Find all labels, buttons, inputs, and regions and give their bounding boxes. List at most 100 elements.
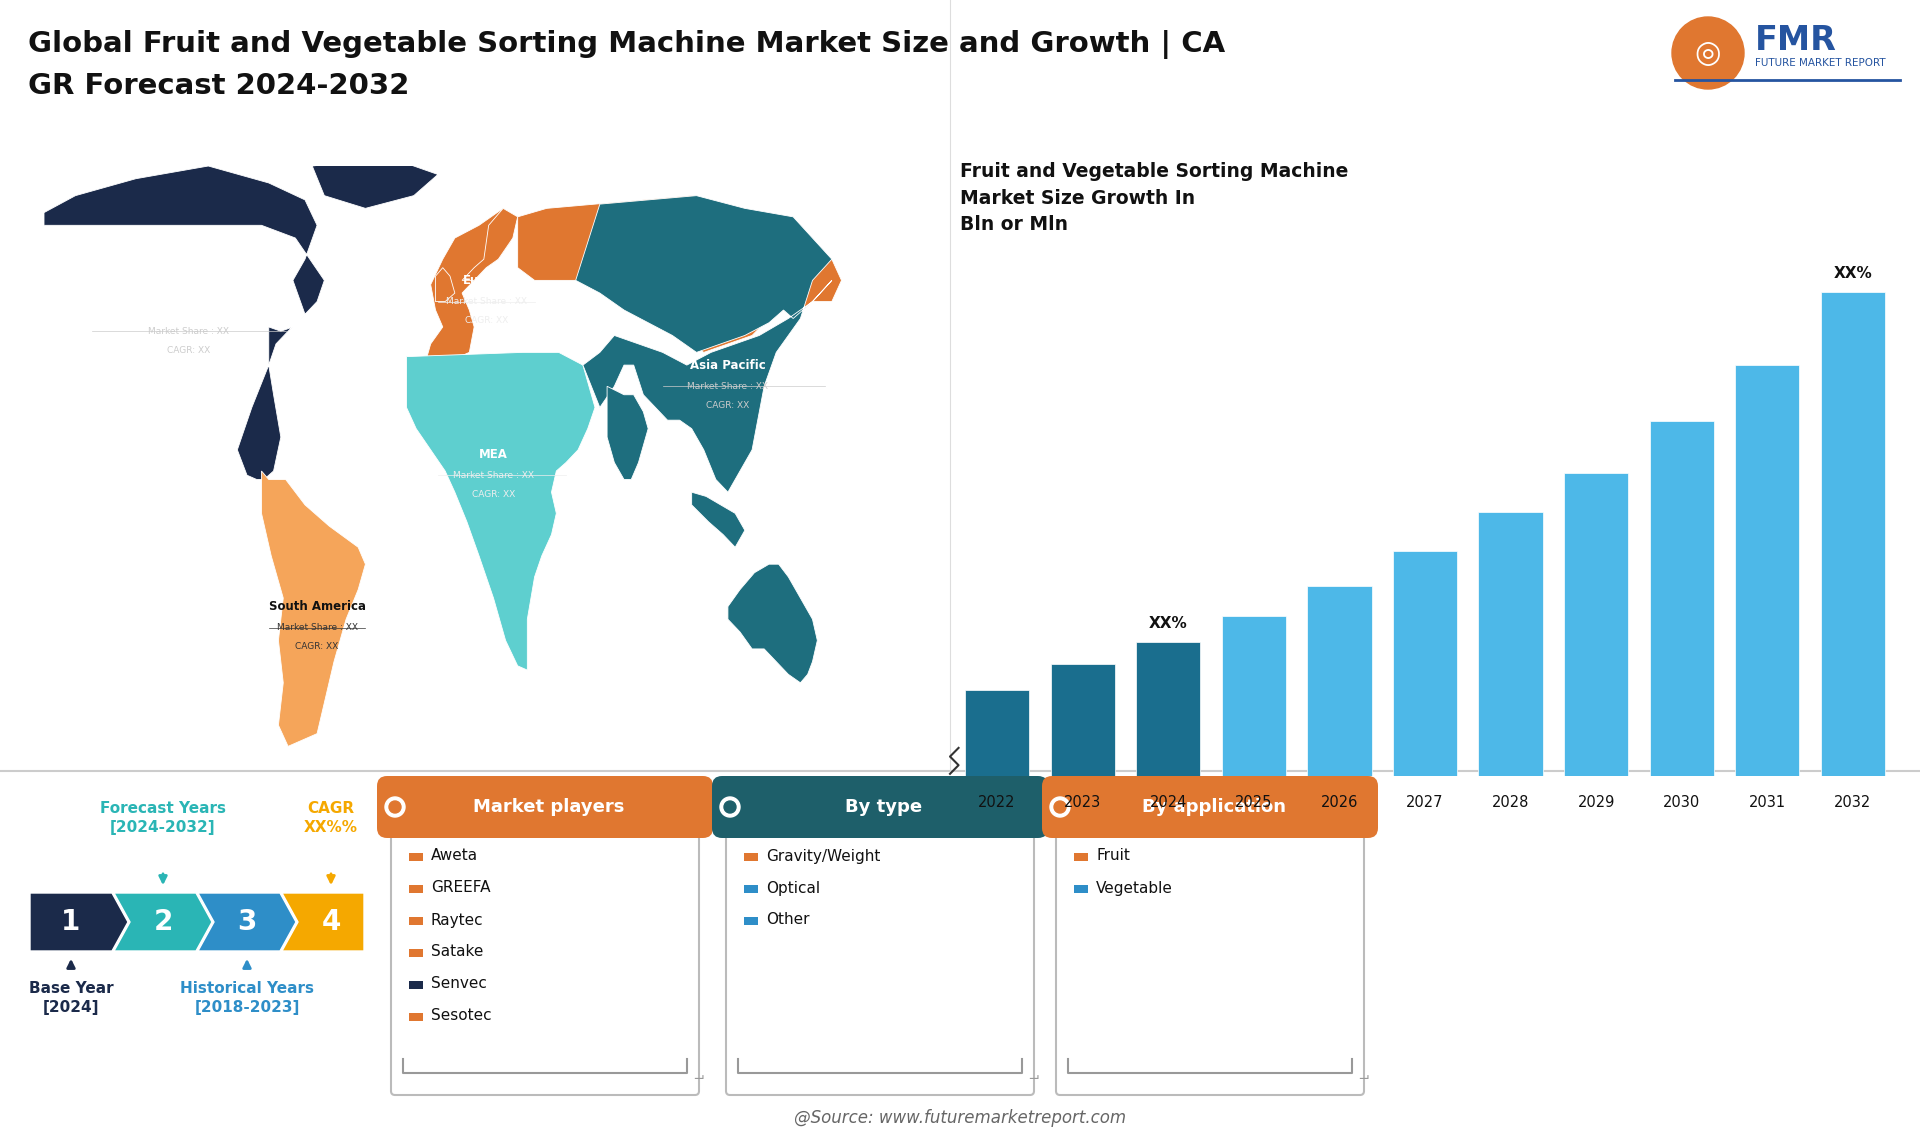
Polygon shape	[44, 166, 324, 479]
Text: Gravity/Weight: Gravity/Weight	[766, 848, 881, 863]
FancyBboxPatch shape	[712, 776, 1048, 838]
Text: Satake: Satake	[430, 944, 484, 959]
Text: GR Forecast 2024-2032: GR Forecast 2024-2032	[29, 72, 409, 100]
FancyBboxPatch shape	[726, 782, 1035, 1094]
Text: CAGR: XX: CAGR: XX	[167, 346, 211, 355]
Text: 2032: 2032	[1834, 795, 1872, 810]
Circle shape	[1672, 17, 1743, 89]
Circle shape	[386, 796, 405, 817]
Text: CAGR
XX%%: CAGR XX%%	[303, 801, 357, 835]
Text: Global Fruit and Vegetable Sorting Machine Market Size and Growth | CA: Global Fruit and Vegetable Sorting Machi…	[29, 30, 1225, 58]
Text: By application: By application	[1142, 798, 1286, 816]
FancyBboxPatch shape	[1073, 853, 1089, 861]
Text: 2022: 2022	[979, 795, 1016, 810]
Text: Fruit and Vegetable Sorting Machine
Market Size Growth In
Bln or Mln: Fruit and Vegetable Sorting Machine Mark…	[960, 163, 1348, 234]
Text: Senvec: Senvec	[430, 976, 488, 991]
Polygon shape	[426, 209, 518, 361]
Polygon shape	[261, 471, 365, 746]
Bar	[966, 690, 1029, 776]
Bar	[1137, 642, 1200, 776]
Polygon shape	[728, 564, 818, 683]
Bar	[1736, 366, 1799, 776]
Bar	[1478, 512, 1542, 776]
Text: 1: 1	[61, 908, 81, 936]
Text: Other: Other	[766, 912, 810, 927]
Text: 2030: 2030	[1663, 795, 1701, 810]
Polygon shape	[198, 893, 296, 951]
Text: FUTURE MARKET REPORT: FUTURE MARKET REPORT	[1755, 58, 1885, 68]
Text: 3: 3	[238, 908, 257, 936]
Text: ◎: ◎	[1695, 39, 1722, 68]
Text: Optical: Optical	[766, 880, 820, 895]
Circle shape	[720, 796, 739, 817]
Polygon shape	[313, 157, 438, 209]
Text: @Source: www.futuremarketreport.com: @Source: www.futuremarketreport.com	[795, 1109, 1125, 1127]
Text: Market Share : XX: Market Share : XX	[445, 297, 526, 306]
FancyBboxPatch shape	[409, 1013, 422, 1021]
Text: CAGR: XX: CAGR: XX	[472, 489, 515, 499]
FancyBboxPatch shape	[745, 917, 758, 925]
Polygon shape	[407, 352, 595, 670]
Text: 2: 2	[154, 908, 173, 936]
Text: XX%: XX%	[1834, 266, 1872, 281]
Polygon shape	[282, 893, 365, 951]
Text: ⌐: ⌐	[691, 1069, 703, 1083]
Text: Raytec: Raytec	[430, 912, 484, 927]
Text: Market Share : XX: Market Share : XX	[276, 623, 357, 633]
Text: CAGR: XX: CAGR: XX	[707, 401, 749, 410]
Text: 2029: 2029	[1578, 795, 1615, 810]
Bar	[1221, 617, 1286, 776]
Text: 4: 4	[321, 908, 340, 936]
FancyBboxPatch shape	[1056, 782, 1363, 1094]
Bar	[1308, 586, 1371, 776]
Text: Market Share : XX: Market Share : XX	[687, 382, 768, 391]
Circle shape	[390, 801, 401, 813]
FancyBboxPatch shape	[745, 853, 758, 861]
Text: Fruit: Fruit	[1096, 848, 1129, 863]
Bar	[1050, 664, 1116, 776]
Text: 2024: 2024	[1150, 795, 1187, 810]
Text: North America: North America	[140, 304, 236, 316]
FancyBboxPatch shape	[376, 776, 712, 838]
Text: GREEFA: GREEFA	[430, 880, 490, 895]
Text: Market Share : XX: Market Share : XX	[148, 327, 230, 336]
Polygon shape	[607, 386, 649, 479]
FancyBboxPatch shape	[392, 782, 699, 1094]
Bar	[1565, 473, 1628, 776]
Text: Aweta: Aweta	[430, 848, 478, 863]
Text: ⌐: ⌐	[1356, 1069, 1367, 1083]
Text: Forecast Years
[2024-2032]: Forecast Years [2024-2032]	[100, 801, 227, 835]
Text: 2025: 2025	[1235, 795, 1273, 810]
Text: 2023: 2023	[1064, 795, 1102, 810]
Text: Sesotec: Sesotec	[430, 1008, 492, 1023]
FancyBboxPatch shape	[409, 949, 422, 957]
Text: Asia Pacific: Asia Pacific	[689, 359, 766, 371]
Polygon shape	[113, 893, 211, 951]
Polygon shape	[436, 268, 455, 301]
Text: XX%: XX%	[1148, 617, 1188, 631]
Polygon shape	[518, 196, 841, 352]
Text: CAGR: XX: CAGR: XX	[296, 642, 338, 651]
Text: ⌐: ⌐	[1025, 1069, 1037, 1083]
Text: Europe: Europe	[463, 274, 509, 286]
Text: FMR: FMR	[1755, 24, 1837, 56]
Circle shape	[1054, 801, 1066, 813]
Circle shape	[1050, 796, 1069, 817]
Polygon shape	[31, 893, 129, 951]
Text: Historical Years
[2018-2023]: Historical Years [2018-2023]	[180, 981, 315, 1014]
Text: South America: South America	[269, 601, 365, 613]
Text: 2027: 2027	[1405, 795, 1444, 810]
Text: MEA: MEA	[480, 448, 509, 461]
Text: Market players: Market players	[474, 798, 624, 816]
Text: Vegetable: Vegetable	[1096, 880, 1173, 895]
Text: Base Year
[2024]: Base Year [2024]	[29, 981, 113, 1014]
Circle shape	[724, 801, 735, 813]
FancyBboxPatch shape	[1073, 885, 1089, 893]
Bar	[1649, 422, 1715, 776]
FancyBboxPatch shape	[409, 917, 422, 925]
Bar	[1820, 291, 1885, 776]
FancyBboxPatch shape	[409, 853, 422, 861]
Bar	[1392, 551, 1457, 776]
Polygon shape	[691, 492, 745, 548]
FancyBboxPatch shape	[409, 981, 422, 989]
